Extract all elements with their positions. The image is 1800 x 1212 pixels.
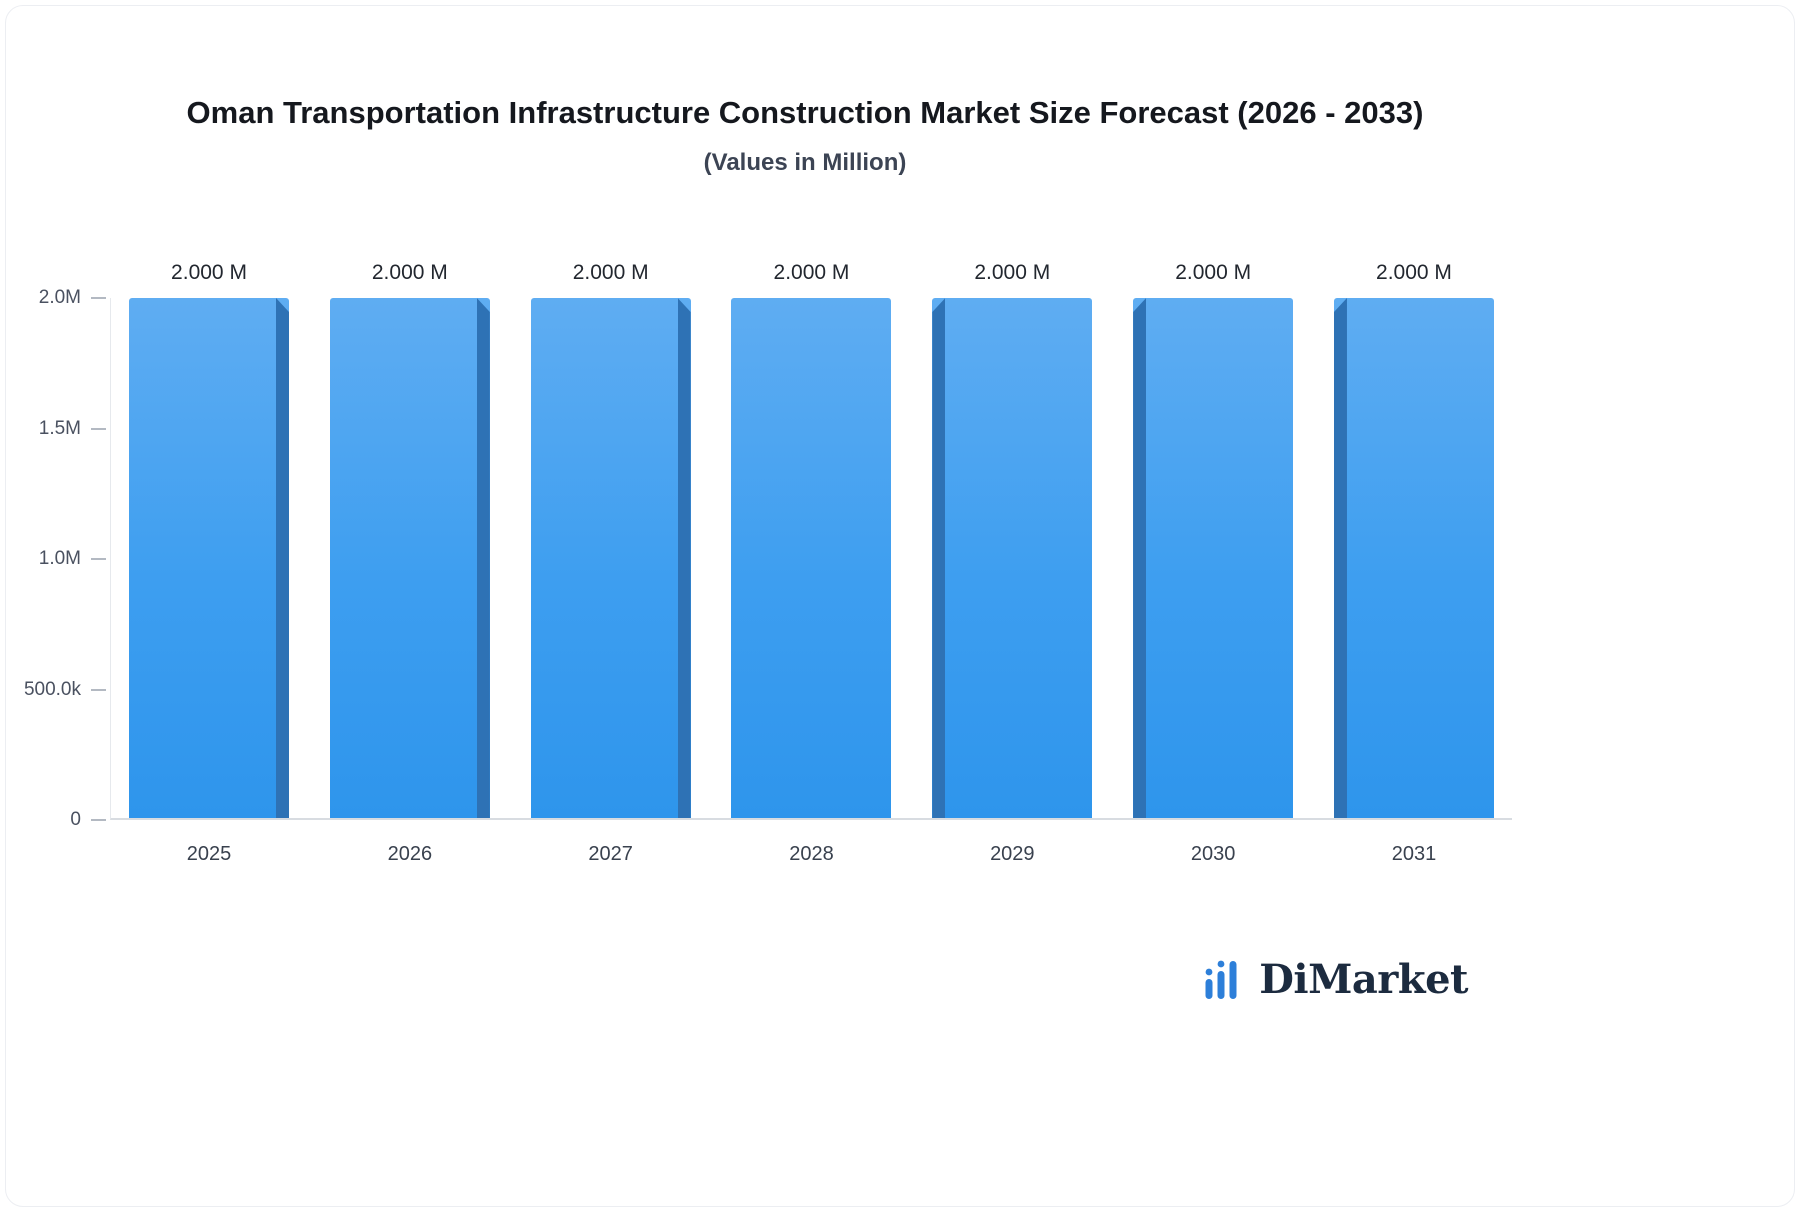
y-tick-label: 2.0M xyxy=(38,287,81,308)
bar[interactable]: 2.000 M xyxy=(731,261,892,818)
x-axis-label: 2031 xyxy=(1391,843,1437,865)
y-axis: 2.0M 1.5M 1.0M 500.0k 0 xyxy=(0,287,110,830)
bar-group: 2.000 M 2028 xyxy=(731,261,892,865)
bar-value-label: 2.000 M xyxy=(1376,261,1452,284)
y-tick: 500.0k xyxy=(9,679,106,701)
chart-subtitle: (Values in Million) xyxy=(703,148,907,176)
x-axis-label: 2025 xyxy=(186,843,232,865)
y-tick-mark xyxy=(91,297,106,299)
bar-value-label: 2.000 M xyxy=(974,261,1051,284)
chart-header: Oman Transportation Infrastructure Const… xyxy=(115,90,1495,177)
x-axis-label: 2027 xyxy=(588,843,633,865)
y-tick-mark xyxy=(91,558,106,560)
bar-group: 2.000 M 2030 xyxy=(1133,261,1294,865)
y-tick-mark xyxy=(91,688,106,691)
bar[interactable]: 2.000 M xyxy=(1133,261,1294,818)
bar[interactable]: 2.000 M xyxy=(329,261,490,818)
chart-title: Oman Transportation Infrastructure Const… xyxy=(186,95,1424,130)
x-axis-label: 2030 xyxy=(1190,843,1236,865)
y-tick: 1.0M xyxy=(9,548,106,570)
bar[interactable]: 2.000 M xyxy=(932,261,1093,818)
y-tick-mark xyxy=(91,427,106,430)
x-axis-label: 2026 xyxy=(387,843,433,865)
y-tick: 1.5M xyxy=(9,418,106,440)
bar-group: 2.000 M 2031 xyxy=(1333,261,1494,865)
y-tick-label: 1.0M xyxy=(38,548,81,569)
y-tick: 2.0M xyxy=(9,287,106,309)
y-tick: 0 xyxy=(9,809,106,831)
y-tick-label: 500.0k xyxy=(23,678,81,700)
logo-text: DiMarket xyxy=(1259,955,1468,1003)
plot-area: 2.000 M 2025 2.000 M 2026 2.000 M 2027 2.000 M… xyxy=(110,261,1512,865)
y-tick-label: 1.5M xyxy=(38,417,81,439)
bar-value-label: 2.000 M xyxy=(773,261,850,284)
dimarket-logo: DiMarket xyxy=(1200,944,1468,1014)
bar-value-label: 2.000 M xyxy=(171,261,247,284)
bar-value-label: 2.000 M xyxy=(1175,261,1252,284)
y-tick-mark xyxy=(91,819,106,821)
x-axis-label: 2028 xyxy=(789,843,834,865)
bar-value-label: 2.000 M xyxy=(572,261,649,284)
bar[interactable]: 2.000 M xyxy=(530,261,691,818)
bar-group: 2.000 M 2029 xyxy=(932,261,1093,865)
bar-value-label: 2.000 M xyxy=(371,261,448,284)
bar-chart-logo-icon xyxy=(1200,955,1248,1003)
bar-group: 2.000 M 2025 xyxy=(129,261,289,865)
bar[interactable]: 2.000 M xyxy=(129,261,289,818)
x-axis-label: 2029 xyxy=(990,843,1035,865)
bar[interactable]: 2.000 M xyxy=(1333,261,1494,818)
bar-group: 2.000 M 2027 xyxy=(530,261,691,865)
bar-group: 2.000 M 2026 xyxy=(329,261,490,865)
y-tick-label: 0 xyxy=(70,809,81,830)
